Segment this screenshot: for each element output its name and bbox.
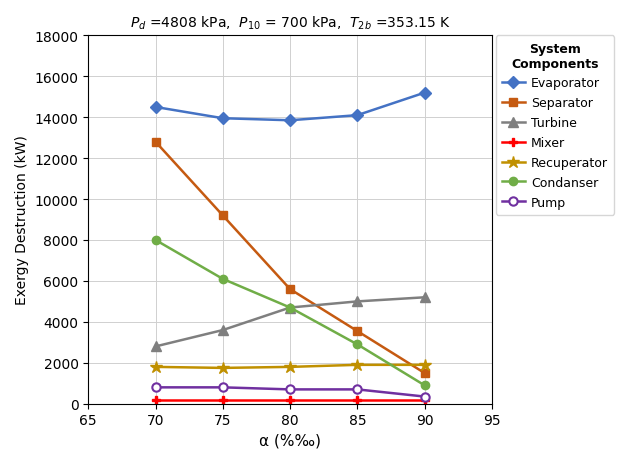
Line: Mixer: Mixer xyxy=(151,396,429,404)
Mixer xyxy=(286,397,294,403)
Separator xyxy=(421,370,428,376)
Mixer xyxy=(353,397,361,403)
X-axis label: α (%‰): α (%‰) xyxy=(259,433,321,448)
Turbine xyxy=(152,344,159,350)
Turbine xyxy=(286,305,294,311)
Turbine xyxy=(219,327,227,333)
Pump xyxy=(353,387,361,392)
Mixer xyxy=(152,397,159,403)
Pump xyxy=(286,387,294,392)
Recuperator xyxy=(219,365,227,371)
Evaporator xyxy=(152,105,159,111)
Separator xyxy=(152,140,159,145)
Line: Recuperator: Recuperator xyxy=(149,359,431,375)
Evaporator xyxy=(286,118,294,124)
Evaporator xyxy=(353,113,361,119)
Condanser xyxy=(353,342,361,347)
Mixer xyxy=(219,397,227,403)
Separator xyxy=(219,213,227,219)
Separator xyxy=(353,329,361,334)
Mixer xyxy=(421,397,428,403)
Recuperator xyxy=(152,364,159,370)
Legend: Evaporator, Separator, Turbine, Mixer, Recuperator, Condanser, Pump: Evaporator, Separator, Turbine, Mixer, R… xyxy=(496,36,614,215)
Turbine xyxy=(421,295,428,300)
Y-axis label: Exergy Destruction (kW): Exergy Destruction (kW) xyxy=(15,135,29,305)
Evaporator xyxy=(219,116,227,122)
Line: Separator: Separator xyxy=(151,138,429,377)
Condanser xyxy=(421,383,428,388)
Separator xyxy=(286,287,294,292)
Condanser xyxy=(152,238,159,243)
Turbine xyxy=(353,299,361,305)
Line: Pump: Pump xyxy=(151,383,429,401)
Condanser xyxy=(219,276,227,282)
Pump xyxy=(219,385,227,390)
Pump xyxy=(421,394,428,400)
Title: $P_d$ =4808 kPa,  $P_{10}$ = 700 kPa,  $T_{2b}$ =353.15 K: $P_d$ =4808 kPa, $P_{10}$ = 700 kPa, $T_… xyxy=(130,15,450,32)
Pump xyxy=(152,385,159,390)
Recuperator xyxy=(286,364,294,370)
Condanser xyxy=(286,305,294,311)
Line: Turbine: Turbine xyxy=(151,293,430,351)
Recuperator xyxy=(353,362,361,368)
Recuperator xyxy=(421,362,428,368)
Evaporator xyxy=(421,91,428,96)
Line: Evaporator: Evaporator xyxy=(151,89,429,125)
Line: Condanser: Condanser xyxy=(151,236,429,390)
